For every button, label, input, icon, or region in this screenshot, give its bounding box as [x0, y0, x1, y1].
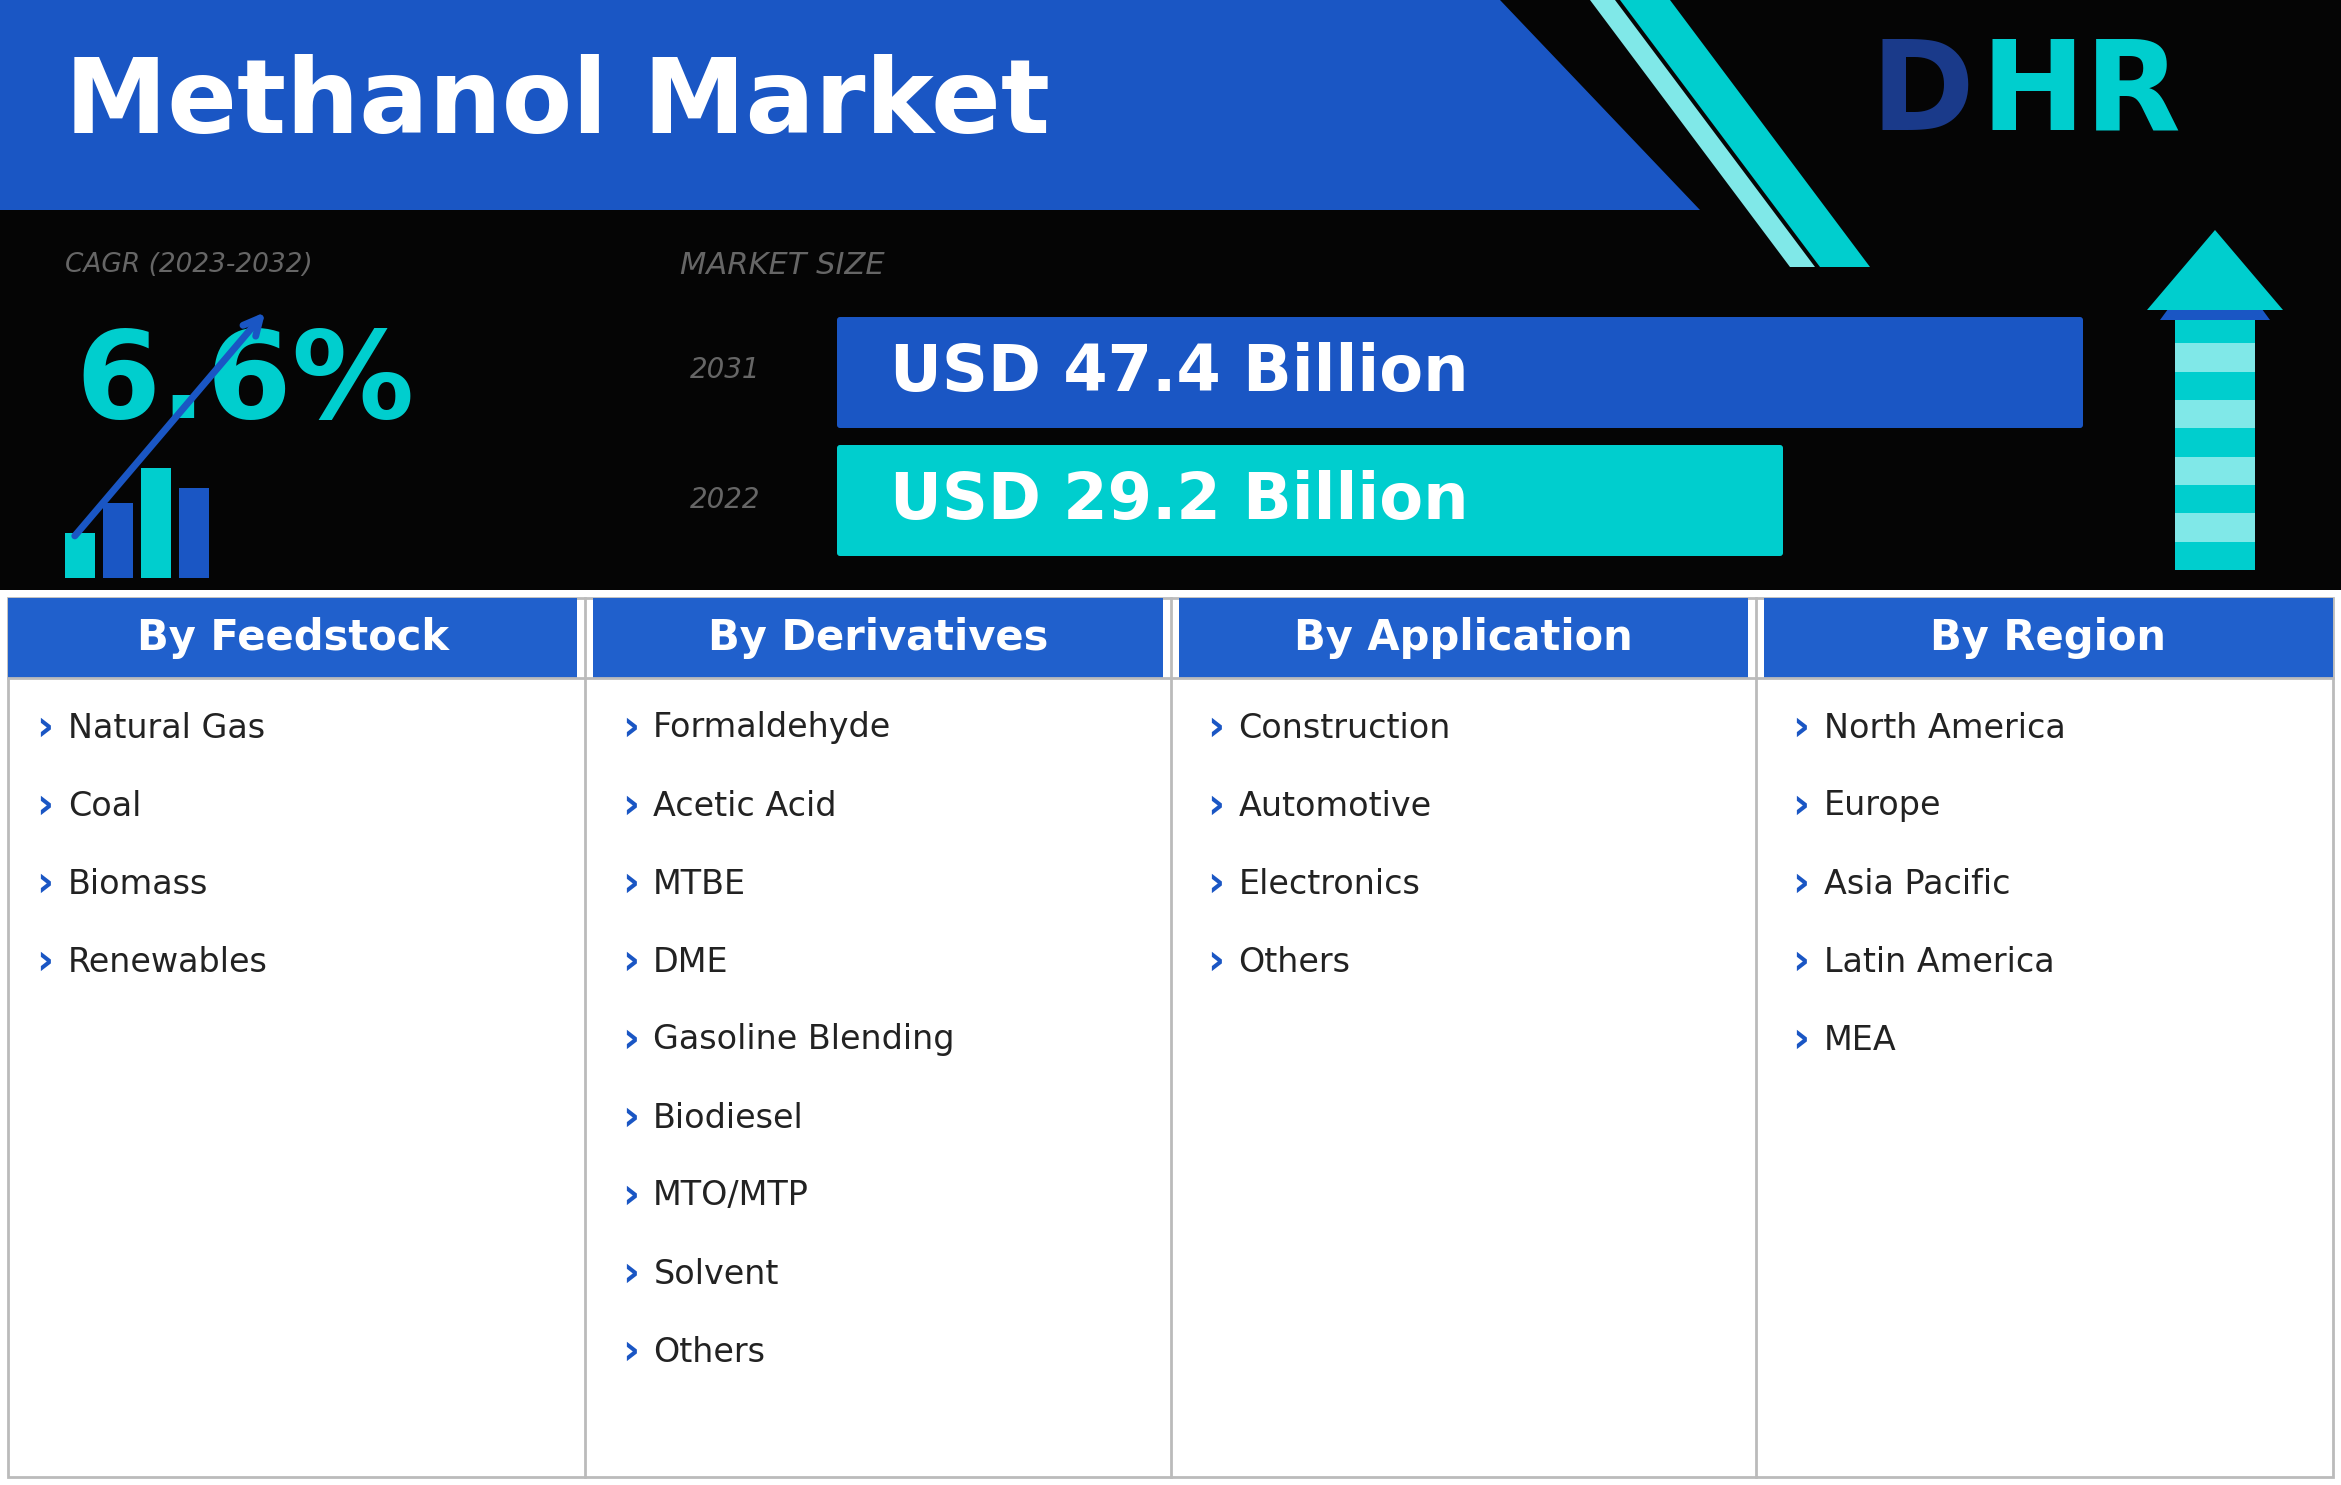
Bar: [1763, 598, 2334, 679]
Text: Asia Pacific: Asia Pacific: [1824, 867, 2011, 900]
Text: Latin America: Latin America: [1824, 946, 2055, 979]
Text: MTO/MTP: MTO/MTP: [653, 1179, 810, 1212]
Text: CAGR (2023-2032): CAGR (2023-2032): [66, 252, 314, 278]
Text: By Application: By Application: [1295, 616, 1632, 659]
Text: ›: ›: [623, 1019, 639, 1060]
Text: Others: Others: [1238, 946, 1351, 979]
Text: Methanol Market: Methanol Market: [66, 55, 1051, 156]
Bar: [140, 468, 171, 578]
FancyBboxPatch shape: [838, 446, 1784, 555]
Text: MTBE: MTBE: [653, 867, 747, 900]
Bar: [2175, 542, 2254, 570]
Bar: [0, 0, 2341, 209]
Text: By Feedstock: By Feedstock: [136, 616, 449, 659]
Text: ›: ›: [623, 941, 639, 983]
Text: Natural Gas: Natural Gas: [68, 711, 265, 744]
Bar: [2175, 315, 2254, 343]
Text: Renewables: Renewables: [68, 946, 267, 979]
Text: Electronics: Electronics: [1238, 867, 1421, 900]
Text: ›: ›: [623, 1331, 639, 1374]
Bar: [2175, 399, 2254, 428]
Polygon shape: [1620, 0, 1870, 267]
Text: ›: ›: [1208, 863, 1224, 904]
Text: ›: ›: [623, 1253, 639, 1295]
Bar: [1178, 598, 1749, 679]
Bar: [2175, 486, 2254, 514]
Bar: [2175, 371, 2254, 399]
Bar: [66, 533, 96, 578]
Text: 6.6%: 6.6%: [75, 327, 414, 444]
Text: ›: ›: [1208, 941, 1224, 983]
Bar: [178, 489, 208, 578]
Text: Automotive: Automotive: [1238, 790, 1433, 823]
Bar: [0, 209, 2341, 590]
Text: Solvent: Solvent: [653, 1258, 780, 1290]
Text: By Derivatives: By Derivatives: [707, 616, 1049, 659]
Text: ›: ›: [1208, 707, 1224, 748]
Text: ›: ›: [623, 786, 639, 827]
Bar: [2175, 457, 2254, 486]
Bar: [7, 598, 578, 679]
Bar: [2175, 514, 2254, 542]
Text: ›: ›: [37, 707, 54, 748]
Text: MARKET SIZE: MARKET SIZE: [679, 251, 885, 279]
Polygon shape: [1590, 0, 1814, 267]
Text: Gasoline Blending: Gasoline Blending: [653, 1023, 955, 1056]
FancyBboxPatch shape: [838, 316, 2083, 428]
Text: Others: Others: [653, 1335, 766, 1369]
Text: ›: ›: [37, 863, 54, 904]
Text: USD 29.2 Billion: USD 29.2 Billion: [890, 469, 1468, 532]
Text: MEA: MEA: [1824, 1023, 1896, 1056]
Text: Biomass: Biomass: [68, 867, 208, 900]
Text: DME: DME: [653, 946, 728, 979]
Polygon shape: [1501, 0, 2341, 209]
Text: HR: HR: [1980, 34, 2182, 156]
Text: ›: ›: [1793, 707, 1810, 748]
Text: Europe: Europe: [1824, 790, 1941, 823]
Text: Construction: Construction: [1238, 711, 1451, 744]
Text: North America: North America: [1824, 711, 2065, 744]
Text: ›: ›: [37, 941, 54, 983]
Text: ›: ›: [1793, 941, 1810, 983]
Bar: [592, 598, 1163, 679]
Bar: [103, 503, 133, 578]
Text: ›: ›: [623, 1175, 639, 1218]
Text: Acetic Acid: Acetic Acid: [653, 790, 836, 823]
Text: ›: ›: [1793, 786, 1810, 827]
Polygon shape: [2161, 245, 2271, 319]
Text: Coal: Coal: [68, 790, 140, 823]
Text: Biodiesel: Biodiesel: [653, 1102, 803, 1135]
Text: USD 47.4 Billion: USD 47.4 Billion: [890, 342, 1468, 404]
Text: Formaldehyde: Formaldehyde: [653, 711, 892, 744]
Text: D: D: [1870, 34, 1973, 156]
Text: ›: ›: [623, 707, 639, 748]
Bar: [2175, 428, 2254, 457]
Text: ›: ›: [623, 863, 639, 904]
Text: ›: ›: [1793, 863, 1810, 904]
Bar: [7, 598, 2334, 1478]
Text: ›: ›: [1208, 786, 1224, 827]
Polygon shape: [2147, 230, 2282, 310]
Text: ›: ›: [1793, 1019, 1810, 1060]
Text: 2031: 2031: [691, 356, 761, 385]
Text: ›: ›: [623, 1097, 639, 1139]
Bar: [0, 590, 2341, 1485]
Text: By Region: By Region: [1931, 616, 2165, 659]
Bar: [2175, 343, 2254, 371]
Text: ›: ›: [37, 786, 54, 827]
Text: 2022: 2022: [691, 486, 761, 514]
